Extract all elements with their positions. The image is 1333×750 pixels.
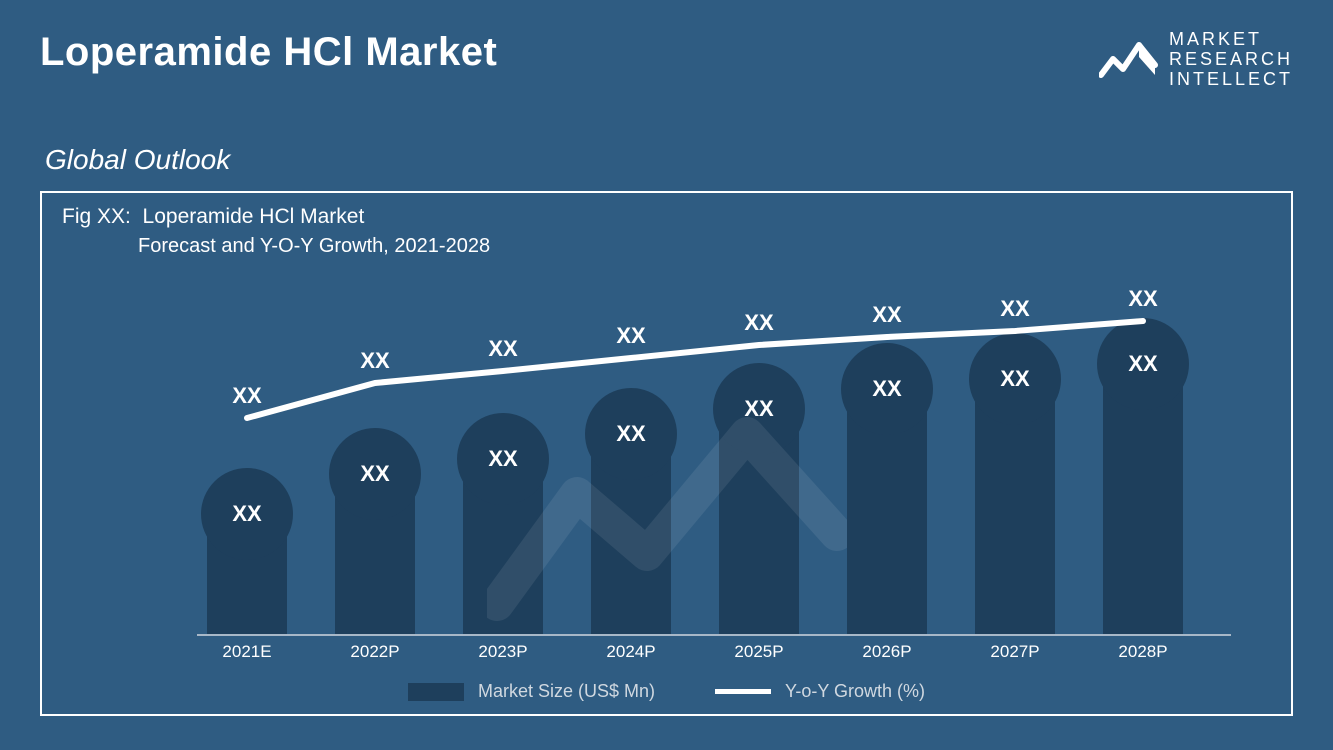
page-title: Loperamide HCl Market	[40, 30, 497, 75]
legend-item-line: Y-o-Y Growth (%)	[715, 681, 925, 702]
bars-container: XXXXXXXXXXXXXXXX	[42, 273, 1291, 634]
legend-label-bar: Market Size (US$ Mn)	[478, 681, 655, 702]
x-axis-labels: 2021E 2022P 2023P 2024P 2025P 2026P 2027P 2028P	[42, 642, 1291, 666]
plot-area: XXXXXXXXXXXXXXXX XXXXXXXXXXXXXXXX	[42, 273, 1291, 634]
bar: XX	[975, 379, 1055, 634]
x-axis-label: 2023P	[478, 642, 527, 662]
logo-line3: INTELLECT	[1169, 70, 1293, 90]
x-axis-line	[197, 634, 1231, 636]
figure-title-line: Fig XX: Loperamide HCl Market	[42, 205, 1291, 229]
bar-value-circle: XX	[585, 388, 677, 480]
figure-title: Loperamide HCl Market	[143, 205, 365, 228]
bar: XX	[463, 459, 543, 634]
bar-value-circle: XX	[201, 468, 293, 560]
bar-value-circle: XX	[457, 413, 549, 505]
bar-value-circle: XX	[969, 333, 1061, 425]
legend-swatch-bar	[408, 683, 464, 701]
page-subtitle: Global Outlook	[45, 144, 1293, 176]
line-value-label: XX	[744, 310, 773, 336]
legend-label-line: Y-o-Y Growth (%)	[785, 681, 925, 702]
x-axis-label: 2027P	[990, 642, 1039, 662]
bar-value-circle: XX	[329, 428, 421, 520]
legend-swatch-line	[715, 689, 771, 694]
figure-prefix: Fig XX:	[62, 205, 131, 228]
x-axis-label: 2025P	[734, 642, 783, 662]
line-value-label: XX	[360, 348, 389, 374]
line-value-label: XX	[1128, 286, 1157, 312]
line-value-label: XX	[1000, 296, 1029, 322]
x-axis-label: 2028P	[1118, 642, 1167, 662]
bar: XX	[1103, 364, 1183, 634]
page-root: Loperamide HCl Market MARKET RESEARCH IN…	[0, 0, 1333, 750]
bar: XX	[847, 389, 927, 634]
legend-item-bar: Market Size (US$ Mn)	[408, 681, 655, 702]
line-value-label: XX	[616, 323, 645, 349]
legend: Market Size (US$ Mn) Y-o-Y Growth (%)	[42, 681, 1291, 702]
bar: XX	[591, 434, 671, 634]
logo-icon	[1099, 35, 1159, 85]
bar: XX	[719, 409, 799, 634]
line-value-label: XX	[488, 336, 517, 362]
logo-line1: MARKET	[1169, 30, 1293, 50]
bar: XX	[207, 514, 287, 634]
bar-value-circle: XX	[841, 343, 933, 435]
x-axis-label: 2026P	[862, 642, 911, 662]
header: Loperamide HCl Market MARKET RESEARCH IN…	[40, 30, 1293, 89]
x-axis-label: 2024P	[606, 642, 655, 662]
figure-subtitle: Forecast and Y-O-Y Growth, 2021-2028	[42, 235, 1291, 258]
line-value-label: XX	[872, 302, 901, 328]
x-axis-label: 2021E	[222, 642, 271, 662]
bar: XX	[335, 474, 415, 634]
brand-logo: MARKET RESEARCH INTELLECT	[1099, 30, 1293, 89]
line-value-label: XX	[232, 383, 261, 409]
bar-value-circle: XX	[1097, 318, 1189, 410]
chart-frame: Fig XX: Loperamide HCl Market Forecast a…	[40, 191, 1293, 716]
bar-value-circle: XX	[713, 363, 805, 455]
x-axis-label: 2022P	[350, 642, 399, 662]
logo-line2: RESEARCH	[1169, 50, 1293, 70]
logo-text: MARKET RESEARCH INTELLECT	[1169, 30, 1293, 89]
